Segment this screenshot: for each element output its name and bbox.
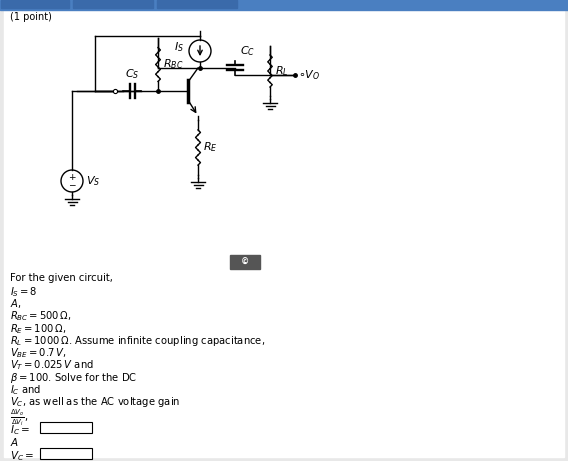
Text: $R_L$: $R_L$	[275, 64, 289, 78]
Bar	[157, 0, 237, 8]
Text: $I_C =$: $I_C =$	[10, 423, 30, 437]
Text: $I_C$ and: $I_C$ and	[10, 383, 41, 396]
FancyBboxPatch shape	[40, 449, 92, 460]
Text: $V_C =$: $V_C =$	[10, 449, 34, 461]
Text: $\circ V_O$: $\circ V_O$	[298, 68, 320, 82]
Text: $I_S = 8$: $I_S = 8$	[10, 285, 37, 299]
Bar	[73, 0, 153, 8]
Text: $V_T = 0.025\,V$ and: $V_T = 0.025\,V$ and	[10, 358, 94, 372]
Text: $R_{BC} = 500\,\Omega,$: $R_{BC} = 500\,\Omega,$	[10, 310, 72, 324]
Text: $A,$: $A,$	[10, 297, 22, 310]
Text: $C_S$: $C_S$	[125, 67, 139, 81]
Text: $R_{BC}$: $R_{BC}$	[163, 58, 183, 71]
Bar	[230, 255, 260, 269]
Text: +: +	[68, 172, 76, 182]
Text: −: −	[68, 181, 76, 189]
Text: $\beta = 100$. Solve for the DC: $\beta = 100$. Solve for the DC	[10, 371, 137, 384]
Bar	[0, 0, 568, 10]
Text: ©: ©	[241, 258, 249, 266]
Text: (1 point): (1 point)	[10, 12, 52, 22]
Text: $\frac{\Delta V_o}{\Delta V_i}$,: $\frac{\Delta V_o}{\Delta V_i}$,	[10, 407, 28, 428]
Text: $C_C$: $C_C$	[240, 44, 255, 58]
Text: $R_L = 1000\,\Omega$. Assume infinite coupling capacitance,: $R_L = 1000\,\Omega$. Assume infinite co…	[10, 334, 265, 348]
Text: $A$: $A$	[10, 437, 19, 449]
Text: For the given circuit,: For the given circuit,	[10, 273, 113, 283]
Text: $R_E = 100\,\Omega,$: $R_E = 100\,\Omega,$	[10, 322, 66, 336]
Text: $V_S$: $V_S$	[86, 174, 101, 188]
Text: $V_C$, as well as the AC voltage gain: $V_C$, as well as the AC voltage gain	[10, 395, 181, 409]
Text: $I_S$: $I_S$	[174, 40, 184, 54]
Text: $V_{BE} = 0.7\,V,$: $V_{BE} = 0.7\,V,$	[10, 346, 66, 360]
Text: $R_E$: $R_E$	[203, 141, 218, 154]
Bar	[1, 0, 69, 8]
FancyBboxPatch shape	[40, 422, 92, 433]
